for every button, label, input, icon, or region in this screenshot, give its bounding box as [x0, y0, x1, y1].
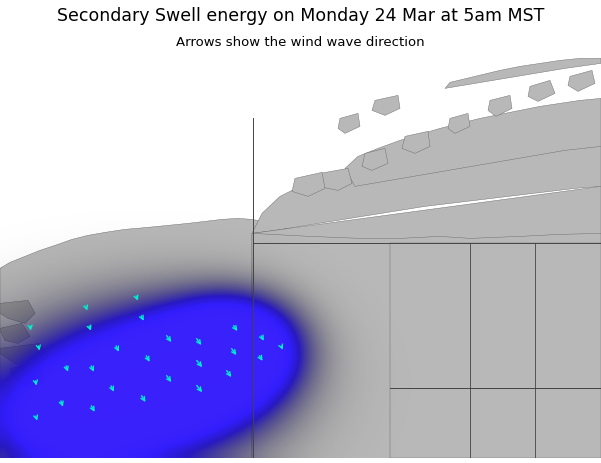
Polygon shape [528, 81, 555, 102]
Polygon shape [345, 99, 601, 187]
Polygon shape [0, 225, 460, 334]
Polygon shape [292, 173, 325, 197]
Polygon shape [252, 119, 601, 234]
Polygon shape [488, 96, 512, 117]
Polygon shape [0, 344, 48, 369]
Polygon shape [390, 244, 601, 458]
Polygon shape [402, 132, 430, 154]
Polygon shape [0, 301, 35, 324]
Polygon shape [445, 59, 601, 89]
Polygon shape [0, 324, 30, 344]
Polygon shape [448, 114, 470, 134]
Polygon shape [362, 149, 388, 171]
Polygon shape [318, 169, 352, 191]
Polygon shape [252, 187, 601, 458]
Text: Secondary Swell energy on Monday 24 Mar at 5am MST: Secondary Swell energy on Monday 24 Mar … [57, 7, 544, 25]
Polygon shape [338, 114, 360, 134]
Polygon shape [568, 71, 595, 92]
Polygon shape [252, 234, 601, 458]
Polygon shape [372, 96, 400, 116]
Polygon shape [10, 363, 45, 388]
Polygon shape [0, 215, 458, 458]
Text: Arrows show the wind wave direction: Arrows show the wind wave direction [176, 36, 425, 49]
Polygon shape [0, 237, 460, 458]
